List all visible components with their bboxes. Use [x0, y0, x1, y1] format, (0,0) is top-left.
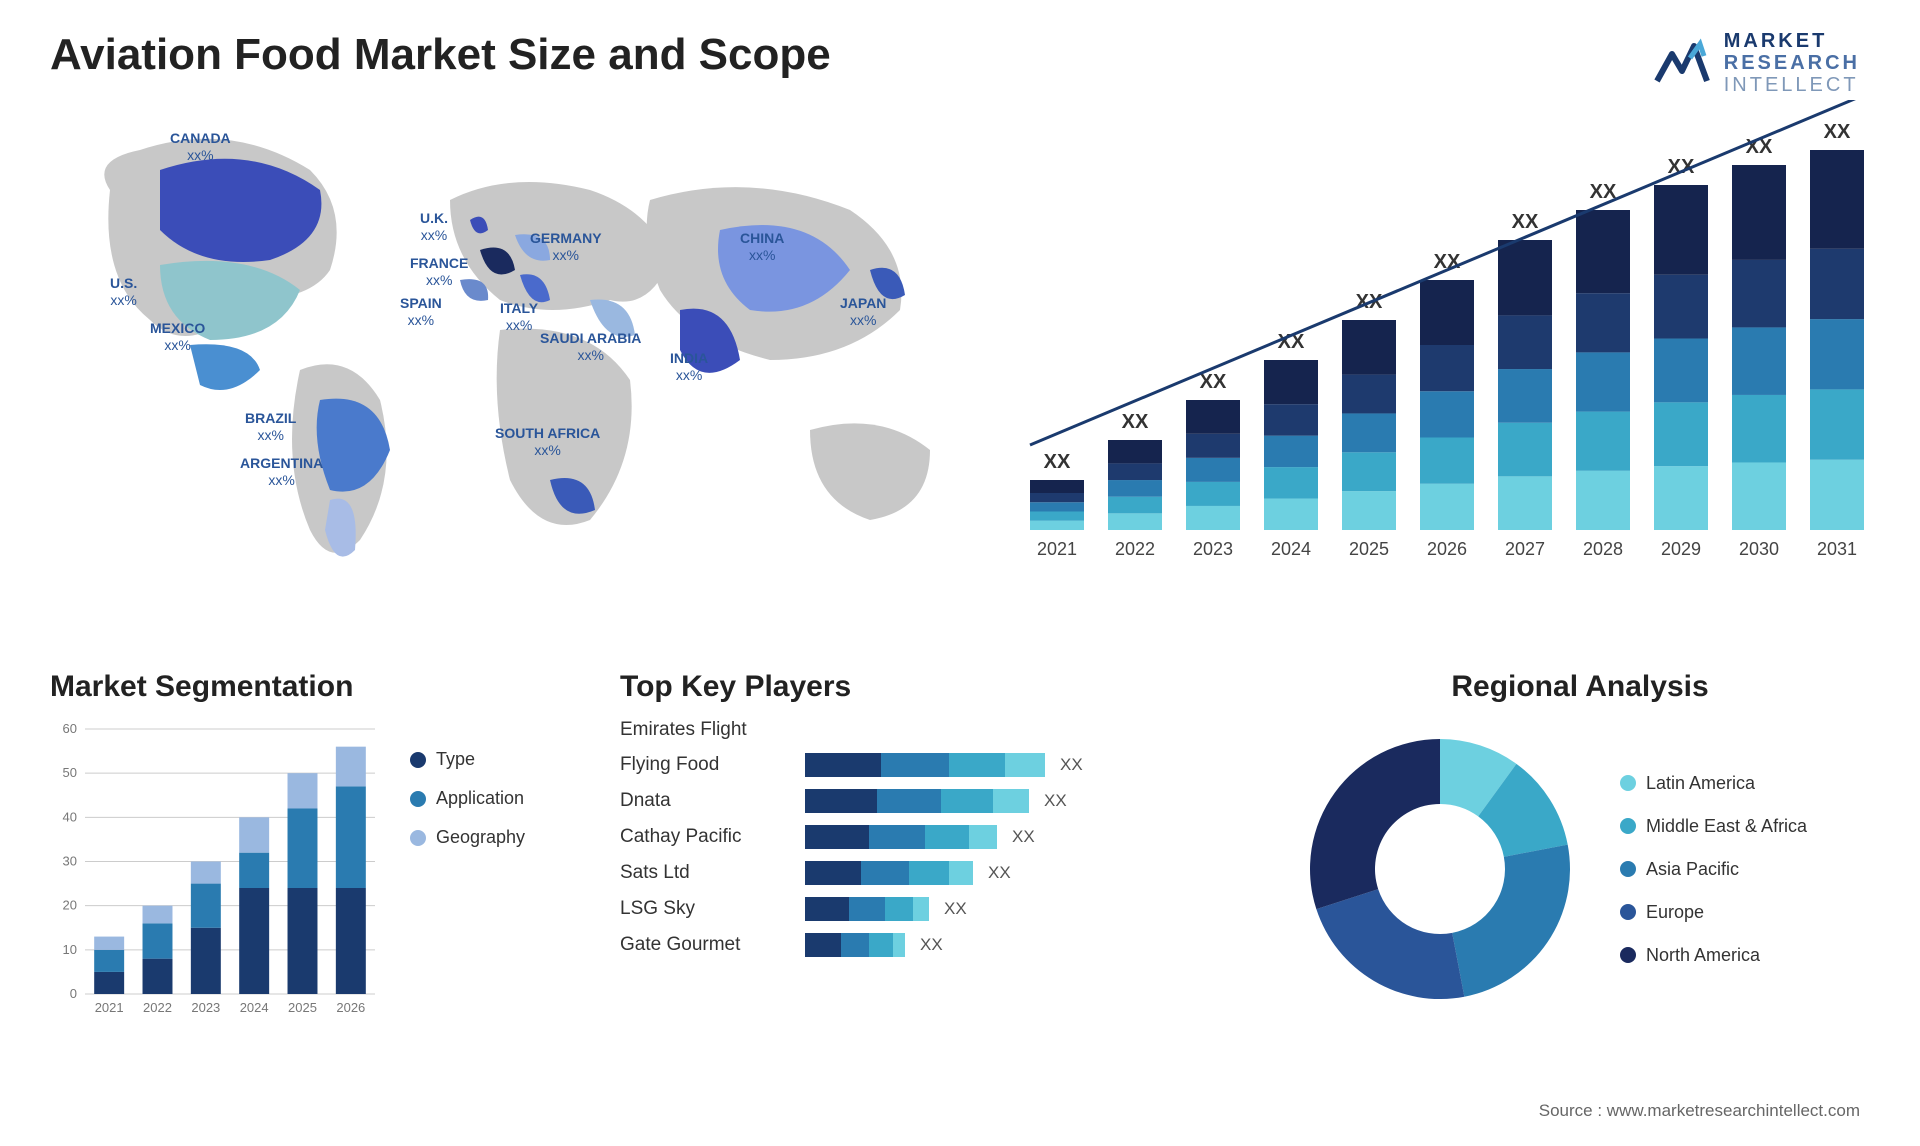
svg-text:0: 0	[70, 986, 77, 1001]
svg-text:2030: 2030	[1739, 539, 1779, 559]
player-row-dnata: Dnata XX	[620, 789, 1240, 813]
map-label-saudi-arabia: SAUDI ARABIAxx%	[540, 330, 641, 364]
logo-line2: RESEARCH	[1724, 52, 1860, 74]
growth-bar-chart: XX2021XX2022XX2023XX2024XX2025XX2026XX20…	[1020, 100, 1900, 580]
map-label-china: CHINAxx%	[740, 230, 784, 264]
segmentation-panel: Market Segmentation 0 10 20 30 40 50 60 2021 202…	[50, 670, 570, 1050]
seg-legend-type: Type	[410, 749, 525, 770]
player-name: Dnata	[620, 790, 790, 812]
player-row-emirates-flight: Emirates Flight	[620, 719, 1240, 741]
svg-text:2025: 2025	[1349, 539, 1389, 559]
player-bar	[805, 933, 905, 957]
svg-text:XX: XX	[1512, 211, 1539, 233]
svg-text:2022: 2022	[143, 1000, 172, 1015]
svg-text:2021: 2021	[1037, 539, 1077, 559]
map-label-germany: GERMANYxx%	[530, 230, 602, 264]
logo-icon	[1652, 36, 1712, 91]
player-value: XX	[920, 935, 943, 955]
map-label-spain: SPAINxx%	[400, 295, 442, 329]
svg-text:2028: 2028	[1583, 539, 1623, 559]
player-row-cathay-pacific: Cathay Pacific XX	[620, 825, 1240, 849]
svg-text:2021: 2021	[95, 1000, 124, 1015]
svg-text:XX: XX	[1200, 371, 1227, 393]
svg-text:2029: 2029	[1661, 539, 1701, 559]
player-value: XX	[988, 863, 1011, 883]
logo-line3: INTELLECT	[1724, 74, 1860, 96]
segmentation-bar-chart: 0 10 20 30 40 50 60 2021 2022 2023 2024 2025 2026	[50, 719, 380, 1019]
source-attribution: Source : www.marketresearchintellect.com	[1539, 1101, 1860, 1121]
logo-line1: MARKET	[1724, 30, 1860, 52]
player-bar	[805, 789, 1029, 813]
player-row-gate-gourmet: Gate Gourmet XX	[620, 933, 1240, 957]
player-bar	[805, 753, 1045, 777]
map-label-south-africa: SOUTH AFRICAxx%	[495, 425, 600, 459]
svg-text:2031: 2031	[1817, 539, 1857, 559]
svg-text:XX: XX	[1044, 451, 1071, 473]
player-value: XX	[944, 899, 967, 919]
player-value: XX	[1012, 827, 1035, 847]
player-row-sats-ltd: Sats Ltd XX	[620, 861, 1240, 885]
growth-chart-panel: XX2021XX2022XX2023XX2024XX2025XX2026XX20…	[1020, 100, 1900, 630]
svg-text:2025: 2025	[288, 1000, 317, 1015]
svg-text:20: 20	[63, 898, 77, 913]
player-name: LSG Sky	[620, 898, 790, 920]
player-name: Gate Gourmet	[620, 934, 790, 956]
svg-text:10: 10	[63, 942, 77, 957]
svg-text:2022: 2022	[1115, 539, 1155, 559]
player-name: Emirates Flight	[620, 719, 790, 741]
svg-text:2026: 2026	[1427, 539, 1467, 559]
regional-legend-europe: Europe	[1620, 902, 1807, 923]
svg-text:2024: 2024	[1271, 539, 1311, 559]
svg-text:XX: XX	[1122, 411, 1149, 433]
players-list: Emirates FlightFlying FoodXXDnataXXCatha…	[620, 719, 1240, 957]
svg-text:60: 60	[63, 721, 77, 736]
player-bar	[805, 825, 997, 849]
map-label-canada: CANADAxx%	[170, 130, 231, 164]
svg-text:2023: 2023	[191, 1000, 220, 1015]
map-label-france: FRANCExx%	[410, 255, 468, 289]
regional-panel: Regional Analysis Latin America Middle Ea…	[1290, 670, 1870, 1050]
map-label-italy: ITALYxx%	[500, 300, 538, 334]
svg-text:2023: 2023	[1193, 539, 1233, 559]
player-value: XX	[1044, 791, 1067, 811]
svg-text:40: 40	[63, 809, 77, 824]
player-row-flying-food: Flying Food XX	[620, 753, 1240, 777]
svg-text:2026: 2026	[336, 1000, 365, 1015]
regional-legend: Latin America Middle East & Africa Asia Pa…	[1620, 773, 1807, 966]
players-title: Top Key Players	[620, 670, 1240, 704]
regional-title: Regional Analysis	[1290, 670, 1870, 704]
segmentation-title: Market Segmentation	[50, 670, 570, 704]
svg-text:2027: 2027	[1505, 539, 1545, 559]
player-name: Cathay Pacific	[620, 826, 790, 848]
player-name: Sats Ltd	[620, 862, 790, 884]
player-bar	[805, 861, 973, 885]
svg-text:30: 30	[63, 854, 77, 869]
segmentation-legend: Type Application Geography	[410, 719, 525, 1019]
page-title: Aviation Food Market Size and Scope	[50, 30, 1870, 80]
seg-legend-geography: Geography	[410, 827, 525, 848]
map-label-u-k-: U.K.xx%	[420, 210, 448, 244]
regional-legend-asia-pacific: Asia Pacific	[1620, 859, 1807, 880]
regional-legend-north-america: North America	[1620, 945, 1807, 966]
svg-text:2024: 2024	[240, 1000, 269, 1015]
player-row-lsg-sky: LSG Sky XX	[620, 897, 1240, 921]
player-bar	[805, 897, 929, 921]
map-label-brazil: BRAZILxx%	[245, 410, 296, 444]
player-name: Flying Food	[620, 754, 790, 776]
svg-text:50: 50	[63, 765, 77, 780]
player-value: XX	[1060, 755, 1083, 775]
map-label-japan: JAPANxx%	[840, 295, 886, 329]
svg-text:XX: XX	[1824, 121, 1851, 143]
players-panel: Top Key Players Emirates Flight Flying Fo…	[620, 670, 1240, 1050]
map-label-india: INDIAxx%	[670, 350, 708, 384]
regional-legend-latin-america: Latin America	[1620, 773, 1807, 794]
seg-legend-application: Application	[410, 788, 525, 809]
map-label-mexico: MEXICOxx%	[150, 320, 205, 354]
brand-logo: MARKET RESEARCH INTELLECT	[1652, 30, 1860, 96]
world-map-panel: CANADAxx% U.S.xx% MEXICOxx% BRAZILxx% ARGENT…	[50, 100, 980, 630]
regional-legend-middle-east-africa: Middle East & Africa	[1620, 816, 1807, 837]
map-label-argentina: ARGENTINAxx%	[240, 455, 323, 489]
map-label-u-s-: U.S.xx%	[110, 275, 137, 309]
regional-donut-chart	[1290, 719, 1590, 1019]
